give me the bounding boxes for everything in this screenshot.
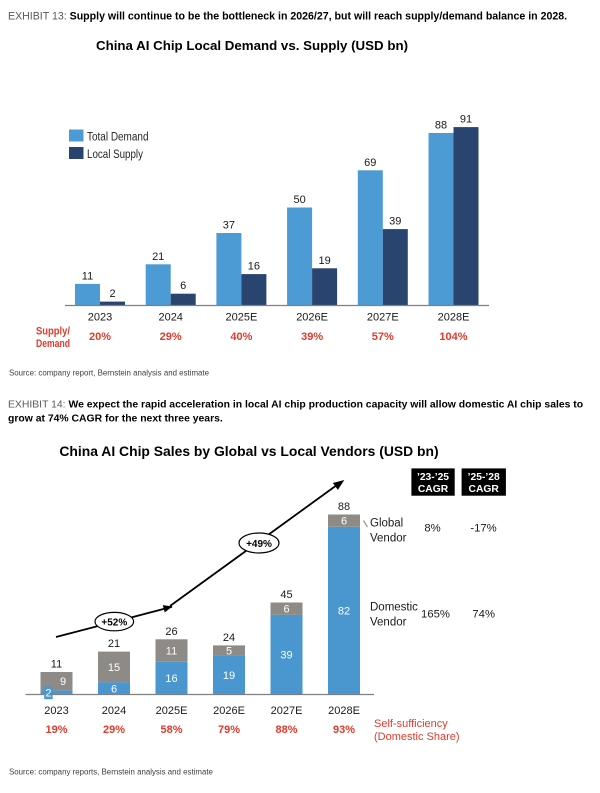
- svg-text:8%: 8%: [424, 523, 440, 535]
- svg-text:’23-’25: ’23-’25: [417, 472, 449, 483]
- svg-text:+52%: +52%: [101, 618, 127, 629]
- svg-text:5: 5: [226, 646, 232, 658]
- svg-text:Global: Global: [370, 518, 403, 530]
- svg-text:2024: 2024: [158, 312, 182, 324]
- svg-text:15: 15: [108, 662, 120, 674]
- svg-text:21: 21: [108, 638, 120, 650]
- svg-text:Source: company report, Bernst: Source: company report, Bernstein analys…: [9, 368, 210, 377]
- svg-text:88%: 88%: [275, 724, 297, 736]
- svg-text:EXHIBIT 13: Supply will contin: EXHIBIT 13: Supply will continue to be t…: [8, 11, 567, 23]
- svg-text:2024: 2024: [102, 705, 126, 717]
- svg-text:88: 88: [338, 501, 350, 513]
- svg-text:’25-’28: ’25-’28: [468, 472, 500, 483]
- svg-text:19%: 19%: [45, 724, 67, 736]
- svg-text:11: 11: [166, 646, 177, 658]
- svg-text:39: 39: [280, 650, 292, 662]
- svg-text:6: 6: [341, 516, 347, 528]
- svg-text:Total Demand: Total Demand: [87, 132, 149, 144]
- svg-text:China AI Chip Local Demand vs.: China AI Chip Local Demand vs. Supply (U…: [96, 38, 408, 53]
- svg-text:6: 6: [180, 280, 186, 292]
- svg-text:2028E: 2028E: [328, 705, 360, 717]
- svg-text:50: 50: [293, 194, 305, 206]
- svg-text:11: 11: [82, 270, 93, 282]
- svg-text:37: 37: [223, 220, 235, 232]
- svg-text:9: 9: [60, 676, 66, 688]
- svg-text:China AI Chip Sales by Global: China AI Chip Sales by Global vs Local V…: [59, 443, 438, 459]
- svg-text:45: 45: [280, 589, 292, 601]
- svg-text:Supply/: Supply/: [36, 326, 70, 338]
- svg-text:2: 2: [109, 288, 115, 300]
- svg-text:39: 39: [389, 216, 401, 228]
- svg-text:24: 24: [223, 632, 235, 644]
- svg-text:2023: 2023: [88, 312, 112, 324]
- svg-text:58%: 58%: [160, 724, 182, 736]
- svg-text:Local Supply: Local Supply: [87, 149, 143, 161]
- svg-text:165%: 165%: [421, 609, 450, 621]
- svg-text:79%: 79%: [218, 724, 240, 736]
- svg-text:6: 6: [283, 604, 289, 616]
- svg-text:2025E: 2025E: [156, 705, 188, 717]
- svg-text:EXHIBIT 14: We expect the rapi: EXHIBIT 14: We expect the rapid accelera…: [8, 400, 583, 411]
- svg-text:11: 11: [51, 659, 62, 671]
- svg-text:16: 16: [165, 673, 177, 685]
- svg-text:Source: company reports, Berns: Source: company reports, Bernstein analy…: [9, 767, 214, 776]
- svg-text:2026E: 2026E: [213, 705, 245, 717]
- svg-text:39%: 39%: [301, 331, 323, 343]
- svg-text:21: 21: [152, 251, 164, 263]
- svg-text:19: 19: [318, 255, 330, 267]
- svg-text:29%: 29%: [160, 331, 182, 343]
- svg-text:20%: 20%: [89, 331, 111, 343]
- svg-text:Demand: Demand: [36, 338, 70, 350]
- svg-text:Vendor: Vendor: [370, 617, 407, 629]
- svg-text:2026E: 2026E: [296, 312, 328, 324]
- svg-text:57%: 57%: [372, 331, 394, 343]
- svg-text:CAGR: CAGR: [469, 484, 500, 495]
- svg-text:91: 91: [460, 114, 472, 126]
- svg-text:+49%: +49%: [246, 539, 272, 550]
- svg-text:2: 2: [45, 688, 51, 700]
- svg-text:2023: 2023: [44, 705, 68, 717]
- svg-text:(Domestic Share): (Domestic Share): [374, 731, 460, 743]
- svg-text:16: 16: [248, 261, 260, 273]
- svg-text:69: 69: [364, 157, 376, 169]
- svg-text:Domestic: Domestic: [370, 602, 418, 614]
- svg-text:Vendor: Vendor: [370, 533, 407, 545]
- svg-text:93%: 93%: [333, 724, 355, 736]
- svg-text:grow at 74% CAGR for the next: grow at 74% CAGR for the next three year…: [8, 414, 223, 425]
- svg-text:2028E: 2028E: [438, 312, 470, 324]
- svg-text:CAGR: CAGR: [418, 484, 449, 495]
- svg-text:19: 19: [223, 670, 235, 682]
- svg-text:88: 88: [435, 120, 447, 132]
- svg-text:2027E: 2027E: [271, 705, 303, 717]
- svg-text:2027E: 2027E: [367, 312, 399, 324]
- svg-text:Self-sufficiency: Self-sufficiency: [374, 718, 448, 730]
- svg-text:40%: 40%: [230, 331, 252, 343]
- svg-text:2025E: 2025E: [225, 312, 257, 324]
- svg-text:82: 82: [338, 606, 350, 618]
- svg-text:29%: 29%: [103, 724, 125, 736]
- svg-text:74%: 74%: [472, 609, 495, 621]
- svg-text:-17%: -17%: [470, 523, 496, 535]
- svg-text:6: 6: [111, 683, 117, 695]
- svg-text:104%: 104%: [439, 331, 467, 343]
- svg-text:26: 26: [165, 626, 177, 638]
